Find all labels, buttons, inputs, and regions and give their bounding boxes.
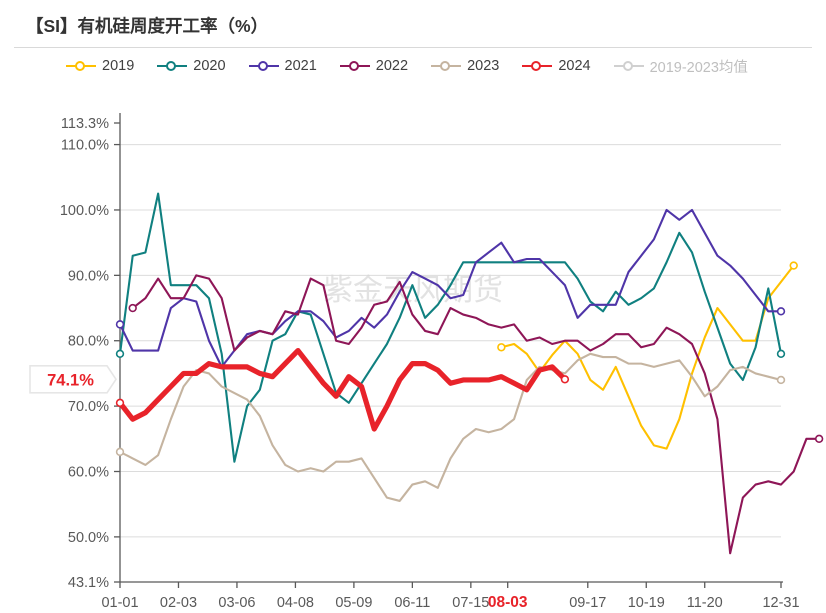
legend-label: 2021	[284, 58, 317, 74]
series-startpoint-marker-2019	[497, 343, 506, 352]
legend-marker-icon	[431, 58, 462, 74]
y-axis-label: 60.0%	[68, 465, 109, 481]
x-axis-label: 05-09	[335, 595, 372, 611]
line-chart: 紫金天风期货 113.3% 110.0% 100.0% 90.0% 80.0% 70.0%…	[29, 113, 824, 611]
x-axis-label: 07-15	[452, 595, 489, 611]
series-endpoint-marker-2022	[814, 434, 824, 444]
series-lines	[115, 192, 824, 555]
legend-label: 2022	[375, 58, 409, 74]
series-startpoint-marker-2020	[115, 349, 125, 359]
y-axis-label: 100.0%	[60, 203, 109, 219]
x-axis-label: 04-08	[277, 595, 314, 611]
legend-marker-icon	[66, 58, 96, 74]
series-line-2021	[118, 208, 783, 368]
x-axis-labels: 01-01 02-03 03-06 04-08 05-09 06-11 07-1508-03…	[101, 594, 799, 611]
page-title: 【SI】有机硅周度开工率（%）	[26, 16, 269, 36]
y-axis-label: 50.0%	[68, 530, 109, 546]
current-value-callout: 74.1%	[29, 365, 117, 394]
y-axis-label: 90.0%	[68, 268, 109, 284]
legend-marker-icon	[613, 58, 644, 74]
series-line-2019	[500, 264, 795, 450]
legend-marker-icon	[248, 58, 279, 74]
gridlines	[120, 144, 781, 538]
axes	[114, 113, 783, 588]
watermark: 紫金天风期货	[323, 274, 503, 307]
series-startpoint-marker-2023	[115, 447, 125, 457]
legend-item-2020[interactable]: 2020	[157, 58, 226, 74]
y-axis-label: 43.1%	[68, 575, 109, 591]
y-axis-label: 113.3%	[61, 116, 109, 132]
legend-item-2023[interactable]: 2023	[431, 58, 499, 74]
y-axis-labels: 113.3% 110.0% 100.0% 90.0% 80.0% 70.0% 60.0% 50…	[60, 116, 109, 591]
series-line-2022	[131, 274, 821, 555]
legend-label: 2023	[467, 58, 500, 74]
legend-item-2019[interactable]: 2019	[66, 58, 134, 74]
series-line-2023	[118, 352, 783, 502]
series-endpoint-marker-2019	[789, 261, 798, 270]
legend-label: 2024	[558, 58, 591, 74]
x-axis-label-highlighted: 08-03	[488, 594, 528, 611]
series-endpoint-marker-2021	[776, 307, 786, 316]
x-axis-label: 01-01	[101, 595, 138, 611]
series-endpoint-marker-2023	[776, 375, 786, 385]
series-line-2024	[117, 347, 568, 432]
legend-item-2024[interactable]: 2024	[522, 58, 591, 74]
callout-value-label: 74.1%	[47, 371, 94, 389]
x-axis-label: 02-03	[160, 595, 197, 611]
x-axis-label: 06-11	[394, 595, 430, 611]
x-axis-label: 11-20	[687, 595, 723, 611]
chart-area: 紫金天风期货 113.3% 110.0% 100.0% 90.0% 80.0% 70.0%…	[0, 95, 826, 613]
series-startpoint-marker-2024	[115, 398, 125, 408]
series-startpoint-marker-2022	[128, 303, 137, 313]
y-axis-label: 110.0%	[61, 138, 109, 154]
legend-item-2019-2023均值[interactable]: 2019-2023均值	[613, 56, 748, 77]
series-endpoint-marker-2020	[776, 349, 786, 359]
legend-item-2022[interactable]: 2022	[339, 58, 409, 74]
legend-label: 2020	[193, 58, 226, 74]
x-axis-label: 10-19	[628, 595, 665, 611]
legend-label: 2019-2023均值	[649, 59, 748, 76]
y-axis-label: 80.0%	[68, 334, 109, 350]
legend-marker-icon	[522, 58, 553, 74]
header-divider	[14, 47, 812, 48]
legend-item-2021[interactable]: 2021	[248, 58, 317, 74]
series-endpoint-marker-2024	[560, 375, 570, 384]
x-axis-label: 12-31	[762, 595, 799, 611]
series-line-2020	[118, 192, 783, 463]
callout-tag-shape	[29, 365, 117, 394]
x-axis-label: 03-06	[218, 595, 255, 611]
series-startpoint-marker-2021	[115, 320, 125, 329]
chart-legend: 2019 2020 2021 2022 2023 2024 2019-2023均值	[66, 54, 771, 78]
legend-marker-icon	[157, 58, 188, 74]
x-axis-label: 09-17	[569, 595, 606, 611]
legend-label: 2019	[102, 58, 135, 74]
y-axis-label: 70.0%	[68, 399, 109, 415]
legend-marker-icon	[339, 58, 370, 74]
